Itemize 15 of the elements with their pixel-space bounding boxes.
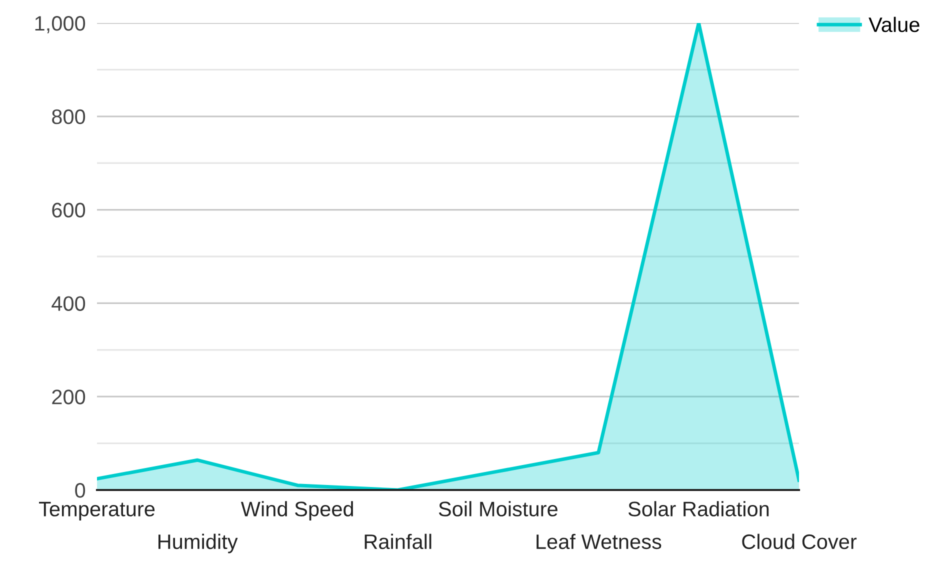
y-tick-label: 400 <box>52 296 86 311</box>
x-tick-label: Wind Speed <box>240 501 353 521</box>
x-tick-label: Soil Moisture <box>438 501 558 516</box>
x-tick-label: Temperature <box>39 502 155 521</box>
x-tick-label: Solar Radiation <box>628 501 769 516</box>
x-tick-label: Leaf Wetness <box>536 534 662 550</box>
x-tick-label: Rainfall <box>364 534 432 550</box>
x-tick-label: Humidity <box>158 534 238 554</box>
legend-label: Value <box>868 16 920 32</box>
y-tick-label: 1,000 <box>35 16 86 34</box>
y-tick-label: 600 <box>52 202 86 218</box>
y-tick-label: 800 <box>52 109 86 124</box>
y-tick-label: 0 <box>75 483 86 498</box>
y-tick-label: 200 <box>52 390 86 404</box>
x-tick-label: Cloud Cover <box>742 534 857 550</box>
